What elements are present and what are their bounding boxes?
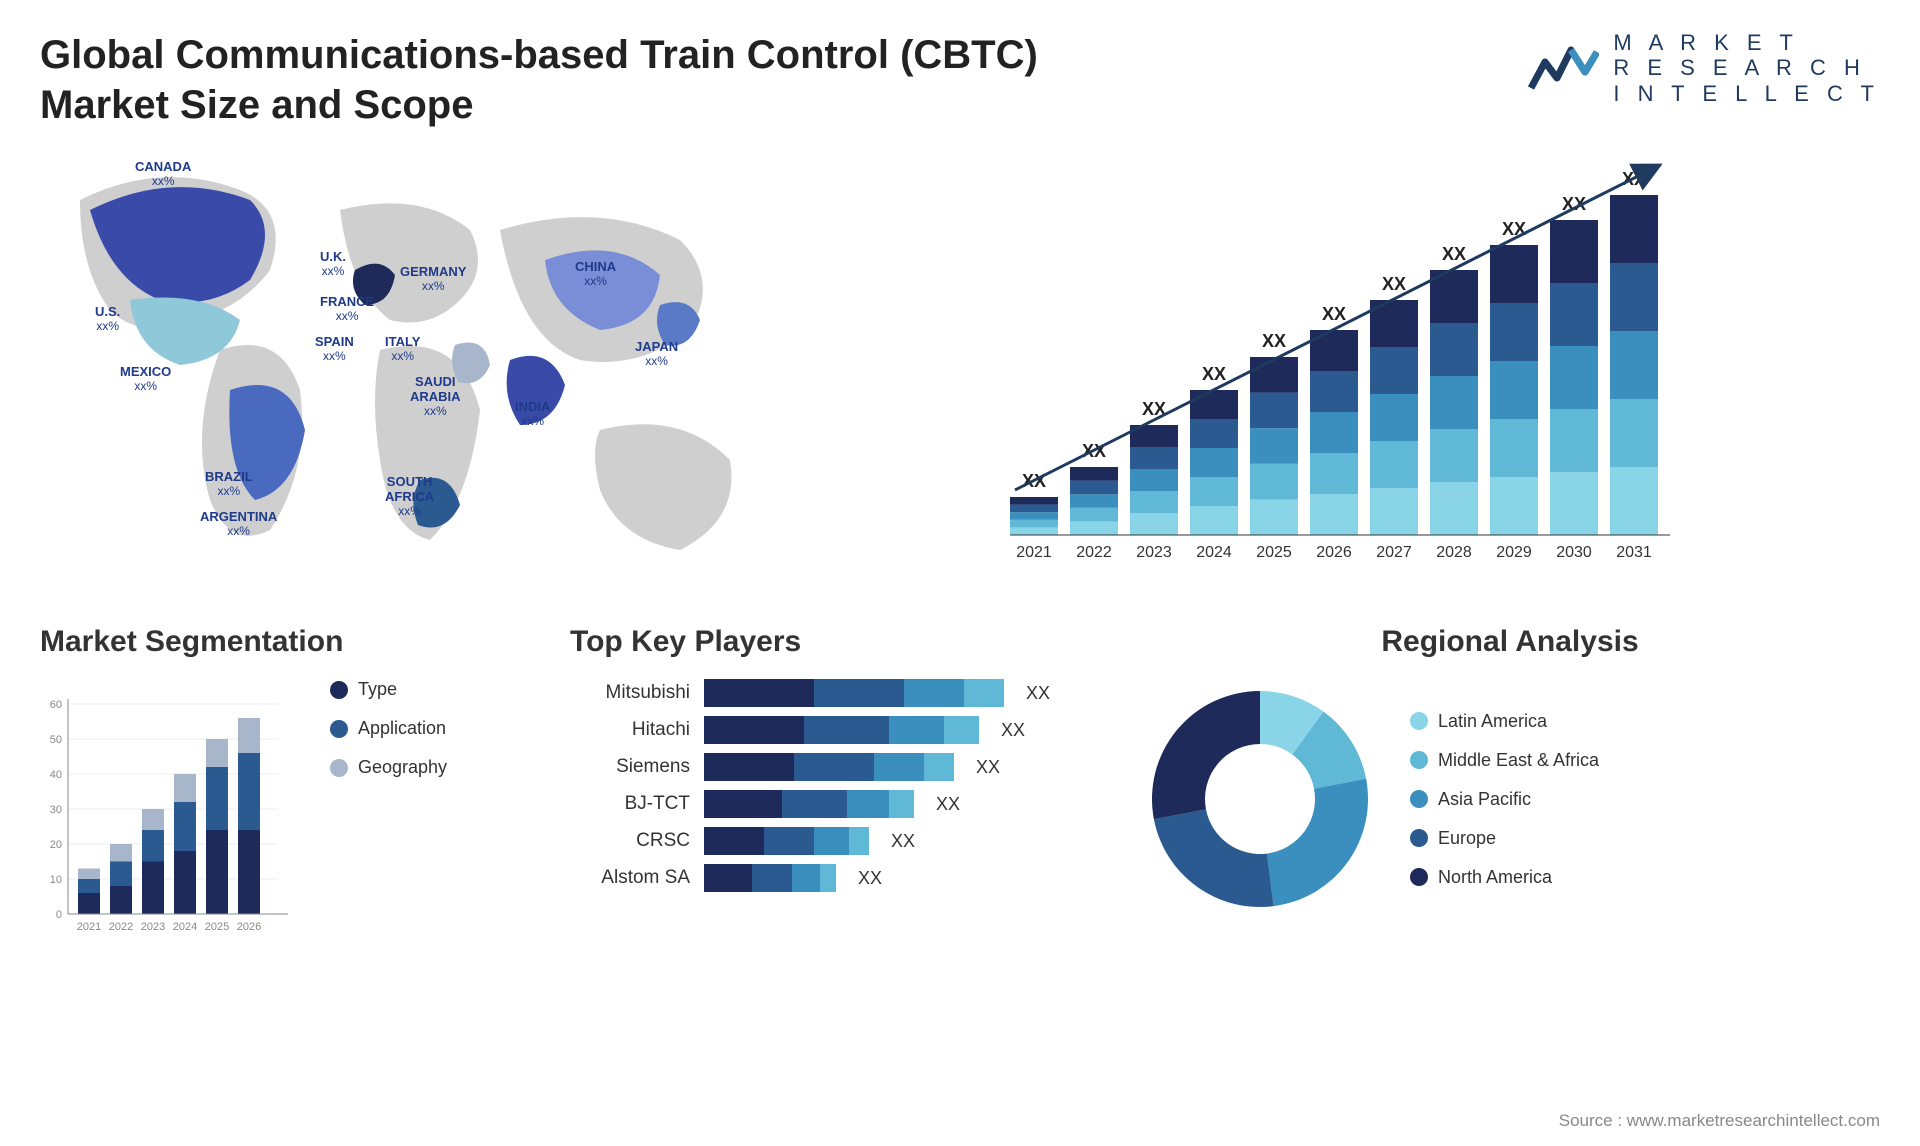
map-label: ITALYxx% (385, 335, 420, 364)
world-map: CANADAxx% U.S.xx% MEXICOxx% BRAZILxx% ARGENT… (40, 150, 760, 580)
page-title: Global Communications-based Train Contro… (40, 30, 1040, 130)
logo-icon (1527, 38, 1599, 98)
player-row: BJ-TCTXX (570, 790, 1110, 818)
svg-text:XX: XX (1322, 304, 1346, 324)
svg-text:XX: XX (1202, 364, 1226, 384)
map-label: SAUDIARABIAxx% (410, 375, 461, 419)
legend-item: North America (1410, 867, 1599, 888)
svg-text:2029: 2029 (1496, 544, 1532, 561)
map-label: BRAZILxx% (205, 470, 253, 499)
player-row: SiemensXX (570, 753, 1110, 781)
svg-text:2030: 2030 (1556, 544, 1592, 561)
map-label: JAPANxx% (635, 340, 678, 369)
legend-item: Europe (1410, 828, 1599, 849)
map-label: U.K.xx% (320, 250, 346, 279)
map-label: FRANCExx% (320, 295, 374, 324)
legend-item: Geography (330, 757, 447, 778)
players-title: Top Key Players (570, 625, 1110, 659)
svg-text:10: 10 (50, 874, 62, 886)
legend-item: Asia Pacific (1410, 789, 1599, 810)
svg-text:2024: 2024 (173, 921, 197, 933)
svg-text:2025: 2025 (1256, 544, 1292, 561)
map-label: CANADAxx% (135, 160, 191, 189)
player-row: Alstom SAXX (570, 864, 1110, 892)
svg-text:30: 30 (50, 804, 62, 816)
svg-text:2023: 2023 (1136, 544, 1172, 561)
source-text: Source : www.marketresearchintellect.com (1559, 1111, 1880, 1131)
svg-text:40: 40 (50, 769, 62, 781)
player-row: CRSCXX (570, 827, 1110, 855)
map-label: SOUTHAFRICAxx% (385, 475, 434, 519)
brand-logo: M A R K E T R E S E A R C H I N T E L L … (1527, 30, 1880, 106)
svg-text:2022: 2022 (1076, 544, 1112, 561)
regional-legend: Latin America Middle East & Africa Asia Pa… (1410, 711, 1599, 888)
svg-text:2025: 2025 (205, 921, 229, 933)
regional-title: Regional Analysis (1140, 625, 1880, 659)
map-label: SPAINxx% (315, 335, 354, 364)
legend-item: Type (330, 679, 447, 700)
header: Global Communications-based Train Contro… (40, 30, 1880, 130)
players-chart: MitsubishiXX HitachiXX SiemensXX BJ-TCTXX CR… (570, 679, 1110, 892)
section-row: Market Segmentation 0 10 20 30 40 50 60 2021 202… (40, 625, 1880, 939)
svg-text:50: 50 (50, 734, 62, 746)
svg-text:2022: 2022 (109, 921, 133, 933)
svg-text:2028: 2028 (1436, 544, 1472, 561)
map-label: GERMANYxx% (400, 265, 466, 294)
svg-text:60: 60 (50, 699, 62, 711)
segmentation-title: Market Segmentation (40, 625, 540, 659)
svg-text:2026: 2026 (237, 921, 261, 933)
segmentation-legend: Type Application Geography (330, 679, 447, 939)
legend-item: Application (330, 718, 447, 739)
players-section: Top Key Players MitsubishiXX HitachiXX Sie… (570, 625, 1110, 939)
logo-text: M A R K E T R E S E A R C H I N T E L L … (1613, 30, 1880, 106)
growth-chart: 2021XX2022XX2023XX2024XX2025XX2026XX2027… (800, 150, 1880, 580)
segmentation-section: Market Segmentation 0 10 20 30 40 50 60 2021 202… (40, 625, 540, 939)
map-label: INDIAxx% (515, 400, 550, 429)
svg-text:XX: XX (1262, 331, 1286, 351)
svg-text:20: 20 (50, 839, 62, 851)
map-label: ARGENTINAxx% (200, 510, 277, 539)
regional-section: Regional Analysis Latin America Middle Ea… (1140, 625, 1880, 939)
player-row: HitachiXX (570, 716, 1110, 744)
segmentation-chart: 0 10 20 30 40 50 60 2021 2022 2023 2024 2025 2026 (40, 679, 300, 939)
svg-text:XX: XX (1382, 274, 1406, 294)
svg-text:2027: 2027 (1376, 544, 1412, 561)
svg-text:2024: 2024 (1196, 544, 1232, 561)
svg-text:XX: XX (1442, 244, 1466, 264)
svg-text:2026: 2026 (1316, 544, 1352, 561)
svg-text:2023: 2023 (141, 921, 165, 933)
top-row: CANADAxx% U.S.xx% MEXICOxx% BRAZILxx% ARGENT… (40, 150, 1880, 580)
svg-text:2021: 2021 (77, 921, 101, 933)
map-label: MEXICOxx% (120, 365, 171, 394)
map-label: U.S.xx% (95, 305, 120, 334)
legend-item: Middle East & Africa (1410, 750, 1599, 771)
map-label: CHINAxx% (575, 260, 616, 289)
regional-donut (1140, 679, 1380, 919)
svg-text:2031: 2031 (1616, 544, 1652, 561)
svg-text:0: 0 (56, 909, 62, 921)
svg-text:2021: 2021 (1016, 544, 1052, 561)
legend-item: Latin America (1410, 711, 1599, 732)
player-row: MitsubishiXX (570, 679, 1110, 707)
